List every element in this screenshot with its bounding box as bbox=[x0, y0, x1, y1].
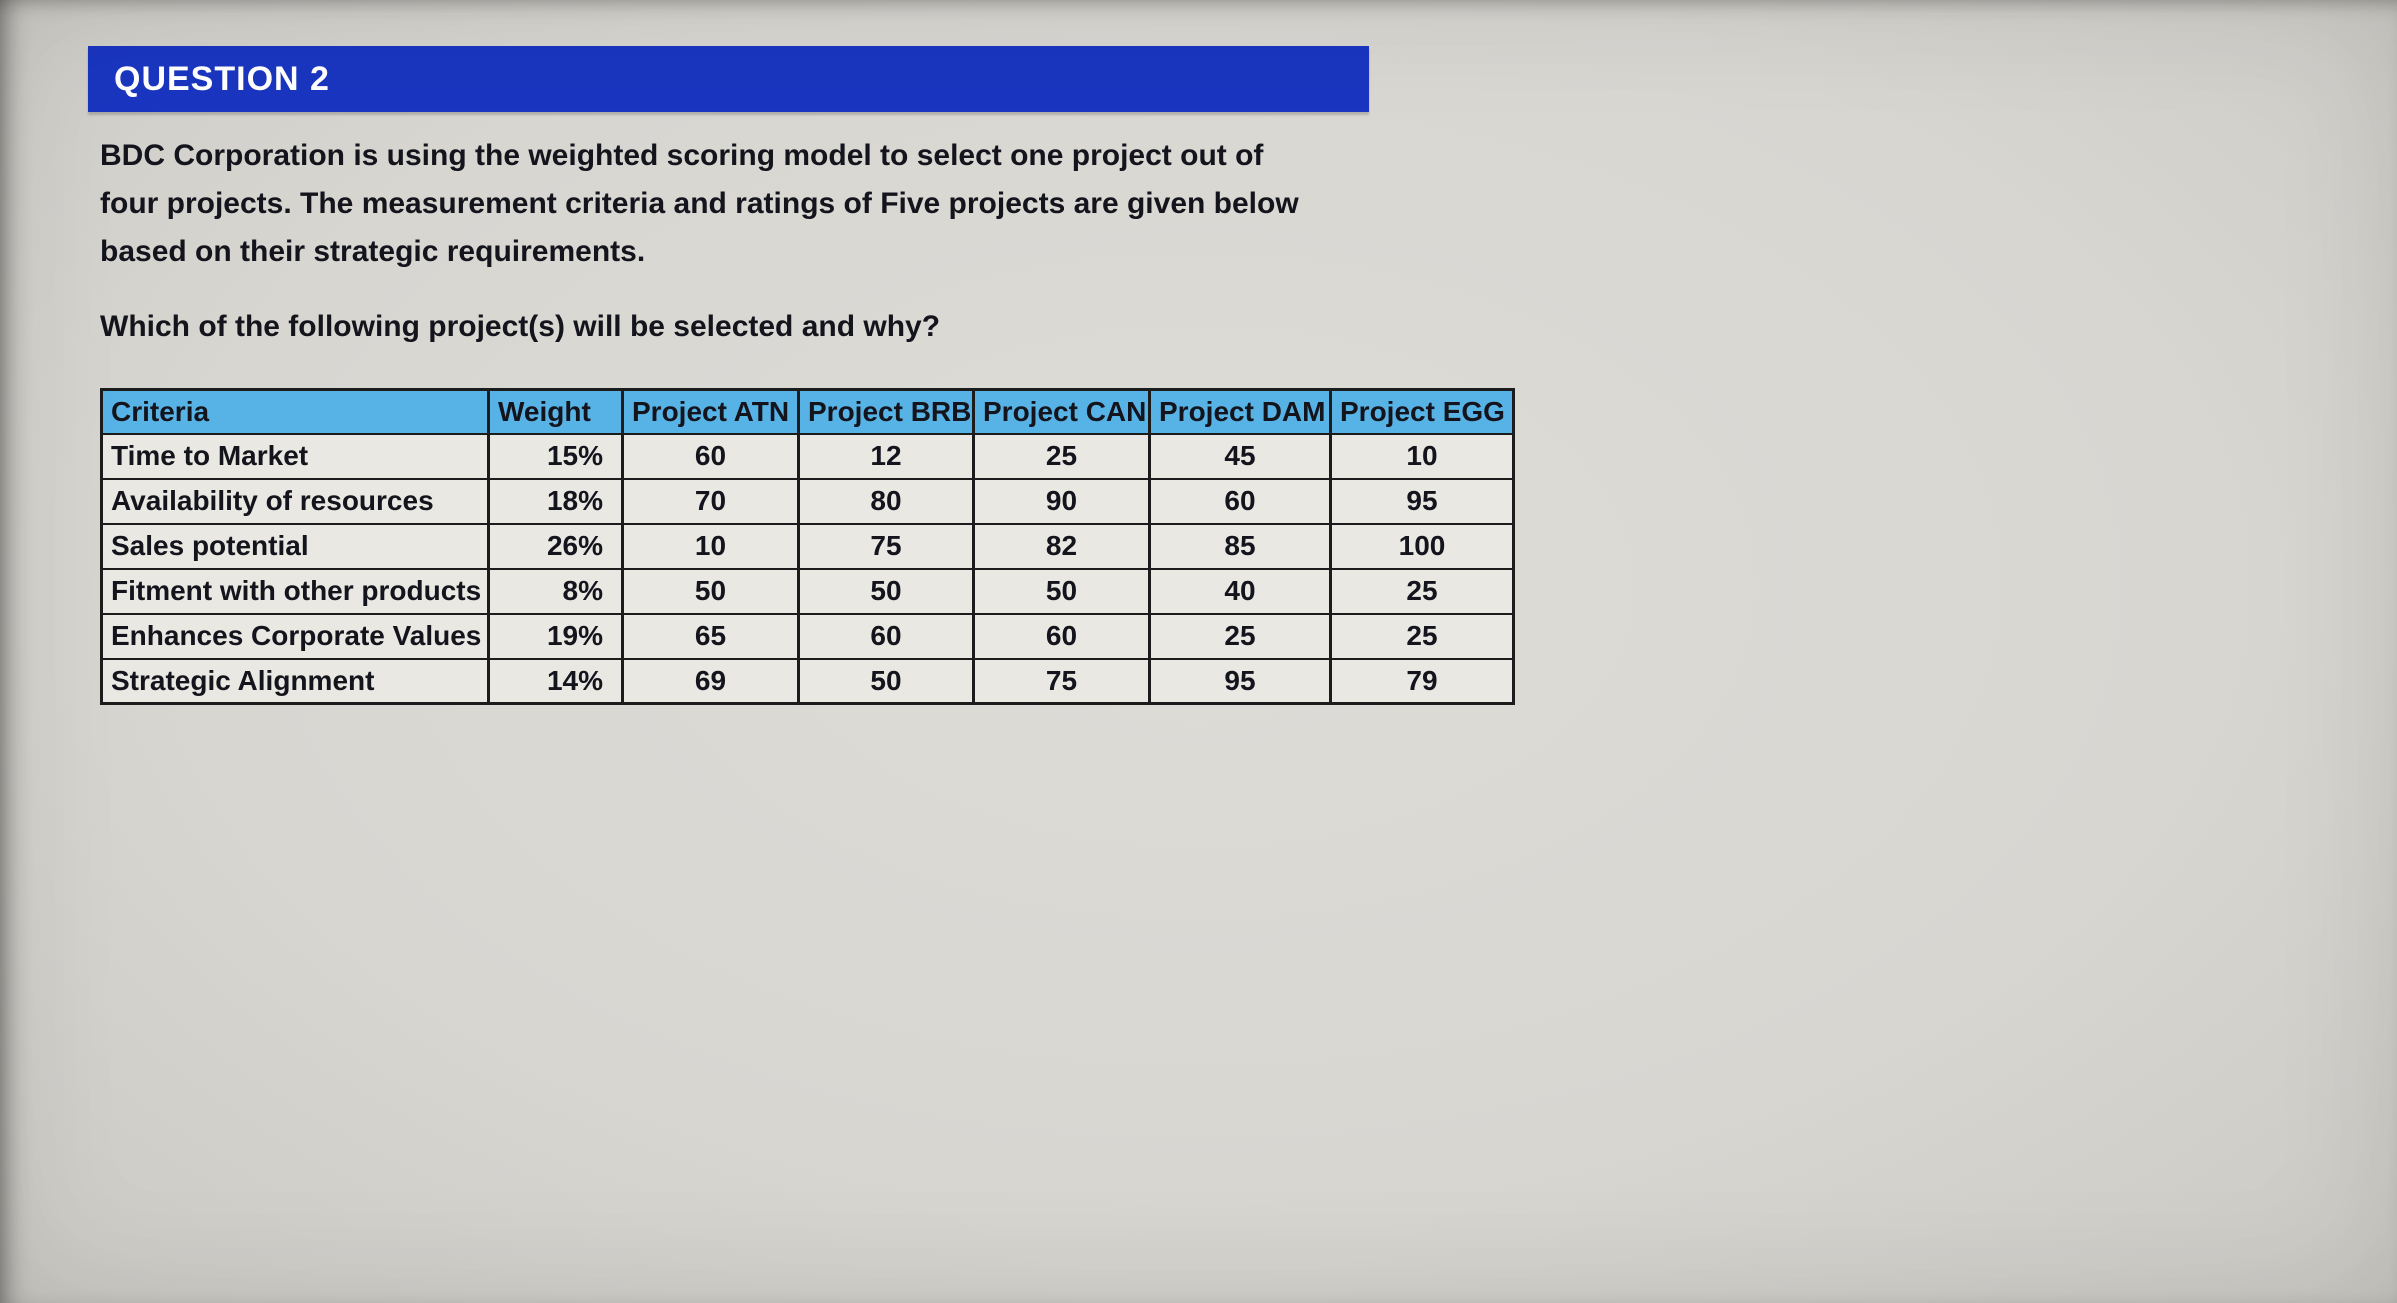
criteria-cell: Strategic Alignment bbox=[100, 657, 490, 705]
score-cell: 95 bbox=[1329, 477, 1515, 525]
score-cell: 90 bbox=[972, 477, 1151, 525]
table-row: Time to Market 15% 60 12 25 45 10 bbox=[100, 432, 1515, 480]
criteria-cell: Fitment with other products bbox=[100, 567, 490, 615]
weight-cell: 8% bbox=[487, 567, 624, 615]
score-cell: 25 bbox=[972, 432, 1151, 480]
weight-cell: 15% bbox=[487, 432, 624, 480]
score-cell: 60 bbox=[1148, 477, 1332, 525]
column-header-weight: Weight bbox=[487, 388, 624, 435]
column-header-project-can: Project CAN bbox=[972, 388, 1151, 435]
criteria-cell: Enhances Corporate Values bbox=[100, 612, 490, 660]
score-cell: 50 bbox=[797, 567, 975, 615]
score-cell: 25 bbox=[1148, 612, 1332, 660]
table-row: Enhances Corporate Values 19% 65 60 60 2… bbox=[100, 612, 1515, 660]
score-cell: 25 bbox=[1329, 567, 1515, 615]
score-cell: 60 bbox=[797, 612, 975, 660]
score-cell: 50 bbox=[621, 567, 800, 615]
score-cell: 75 bbox=[972, 657, 1151, 705]
table-header-row: Criteria Weight Project ATN Project BRB … bbox=[100, 388, 1515, 435]
score-cell: 10 bbox=[621, 522, 800, 570]
score-cell: 82 bbox=[972, 522, 1151, 570]
weight-cell: 19% bbox=[487, 612, 624, 660]
column-header-project-egg: Project EGG bbox=[1329, 388, 1515, 435]
score-cell: 10 bbox=[1329, 432, 1515, 480]
score-cell: 79 bbox=[1329, 657, 1515, 705]
score-cell: 80 bbox=[797, 477, 975, 525]
score-cell: 45 bbox=[1148, 432, 1332, 480]
table-row: Availability of resources 18% 70 80 90 6… bbox=[100, 477, 1515, 525]
table-row: Strategic Alignment 14% 69 50 75 95 79 bbox=[100, 657, 1515, 705]
question-text: Which of the following project(s) will b… bbox=[100, 310, 941, 343]
table-row: Sales potential 26% 10 75 82 85 100 bbox=[100, 522, 1515, 570]
score-cell: 100 bbox=[1329, 522, 1515, 570]
score-cell: 60 bbox=[972, 612, 1151, 660]
criteria-cell: Sales potential bbox=[100, 522, 490, 570]
column-header-project-brb: Project BRB bbox=[797, 388, 975, 435]
scoring-table: Criteria Weight Project ATN Project BRB … bbox=[100, 388, 1515, 705]
question-banner: QUESTION 2 bbox=[88, 46, 1369, 112]
score-cell: 75 bbox=[797, 522, 975, 570]
score-cell: 65 bbox=[621, 612, 800, 660]
criteria-cell: Time to Market bbox=[100, 432, 490, 480]
column-header-project-atn: Project ATN bbox=[621, 388, 800, 435]
weight-cell: 14% bbox=[487, 657, 624, 705]
table-row: Fitment with other products 8% 50 50 50 … bbox=[100, 567, 1515, 615]
score-cell: 40 bbox=[1148, 567, 1332, 615]
intro-paragraph: BDC Corporation is using the weighted sc… bbox=[100, 139, 1299, 268]
score-cell: 50 bbox=[972, 567, 1151, 615]
score-cell: 69 bbox=[621, 657, 800, 705]
score-cell: 70 bbox=[621, 477, 800, 525]
score-cell: 95 bbox=[1148, 657, 1332, 705]
score-cell: 85 bbox=[1148, 522, 1332, 570]
score-cell: 60 bbox=[621, 432, 800, 480]
score-cell: 12 bbox=[797, 432, 975, 480]
score-cell: 50 bbox=[797, 657, 975, 705]
weight-cell: 26% bbox=[487, 522, 624, 570]
question-title: QUESTION 2 bbox=[114, 59, 330, 98]
column-header-project-dam: Project DAM bbox=[1148, 388, 1332, 435]
criteria-cell: Availability of resources bbox=[100, 477, 490, 525]
weight-cell: 18% bbox=[487, 477, 624, 525]
score-cell: 25 bbox=[1329, 612, 1515, 660]
column-header-criteria: Criteria bbox=[100, 388, 490, 435]
